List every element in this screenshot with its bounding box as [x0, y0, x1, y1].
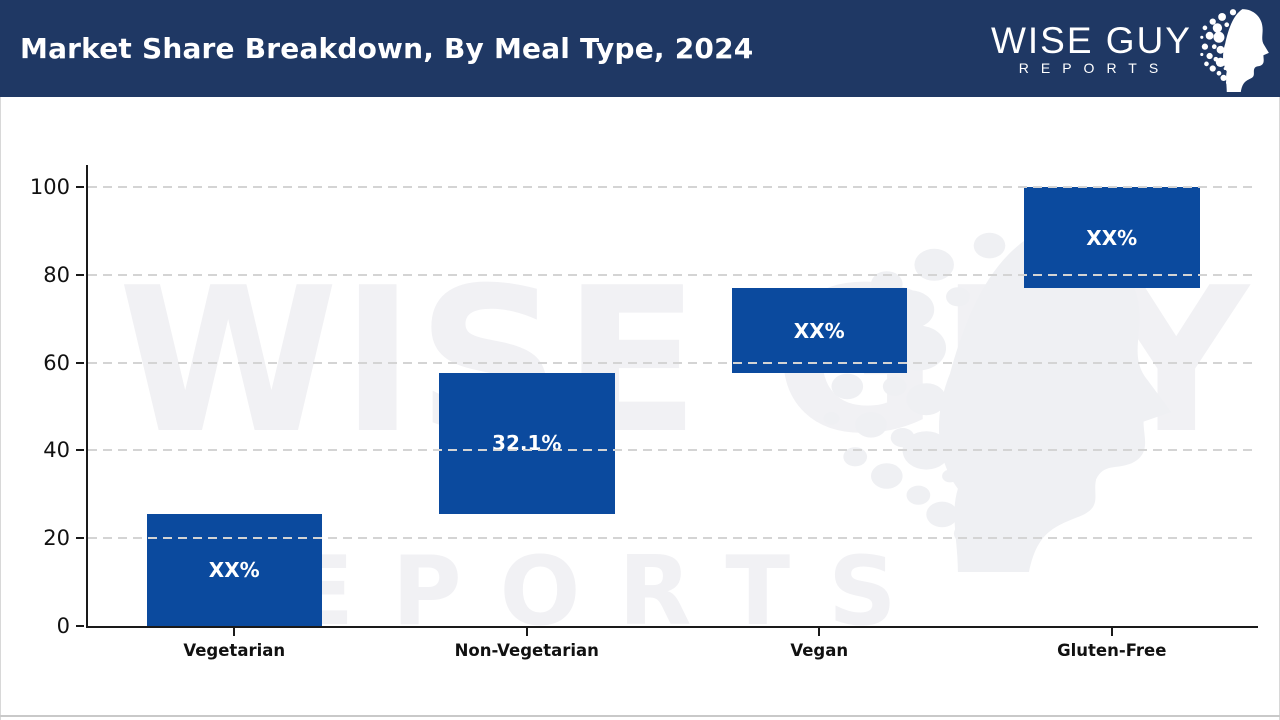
y-tick-40 — [76, 449, 84, 452]
bar-non-vegetarian — [439, 372, 615, 514]
bar-gluten-free — [1024, 186, 1200, 289]
x-tick-gluten-free — [1110, 628, 1113, 636]
gridline-80 — [88, 273, 1258, 276]
x-tick-non-vegetarian — [525, 628, 528, 636]
gridline-40 — [88, 449, 1258, 452]
y-tick-label-60: 60 — [43, 350, 70, 375]
y-tick-label-20: 20 — [43, 526, 70, 551]
x-category-label-gluten-free: Gluten-Free — [1057, 641, 1167, 660]
bar-value-label-vegan: XX% — [793, 318, 845, 343]
gridline-60 — [88, 361, 1258, 364]
y-tick-label-80: 80 — [43, 262, 70, 287]
header-bar: Market Share Breakdown, By Meal Type, 20… — [0, 0, 1280, 97]
gridline-100 — [88, 185, 1258, 188]
x-category-label-vegan: Vegan — [790, 641, 849, 660]
x-axis-spine — [86, 626, 1258, 628]
x-category-label-vegetarian: Vegetarian — [183, 641, 286, 660]
y-tick-100 — [76, 185, 84, 188]
y-tick-80 — [76, 273, 84, 276]
y-tick-0 — [76, 625, 84, 627]
bar-vegetarian — [146, 513, 322, 626]
logo-wordmark: WISE GUY — [990, 19, 1192, 61]
y-tick-label-100: 100 — [29, 174, 70, 199]
chart-title: Market Share Breakdown, By Meal Type, 20… — [20, 32, 754, 65]
bar-vegan — [731, 288, 907, 373]
x-tick-vegan — [818, 628, 821, 636]
brand-logo: WISE GUY REPORTS — [991, 4, 1272, 94]
bottom-divider — [0, 715, 1280, 717]
y-tick-label-0: 0 — [56, 614, 70, 638]
x-tick-vegetarian — [233, 628, 236, 636]
y-axis-spine — [86, 165, 88, 628]
y-tick-60 — [76, 361, 84, 364]
bar-value-label-vegetarian: XX% — [208, 557, 260, 582]
y-tick-label-40: 40 — [43, 438, 70, 463]
bar-value-label-non-vegetarian: 32.1% — [492, 431, 562, 456]
gridline-20 — [88, 537, 1258, 540]
logo-text: WISE GUY REPORTS — [990, 19, 1192, 77]
logo-subtitle: REPORTS — [1018, 60, 1171, 77]
y-tick-20 — [76, 537, 84, 540]
bar-value-label-gluten-free: XX% — [1086, 225, 1138, 250]
logo-face-icon — [1200, 9, 1269, 92]
x-category-label-non-vegetarian: Non-Vegetarian — [454, 641, 599, 660]
